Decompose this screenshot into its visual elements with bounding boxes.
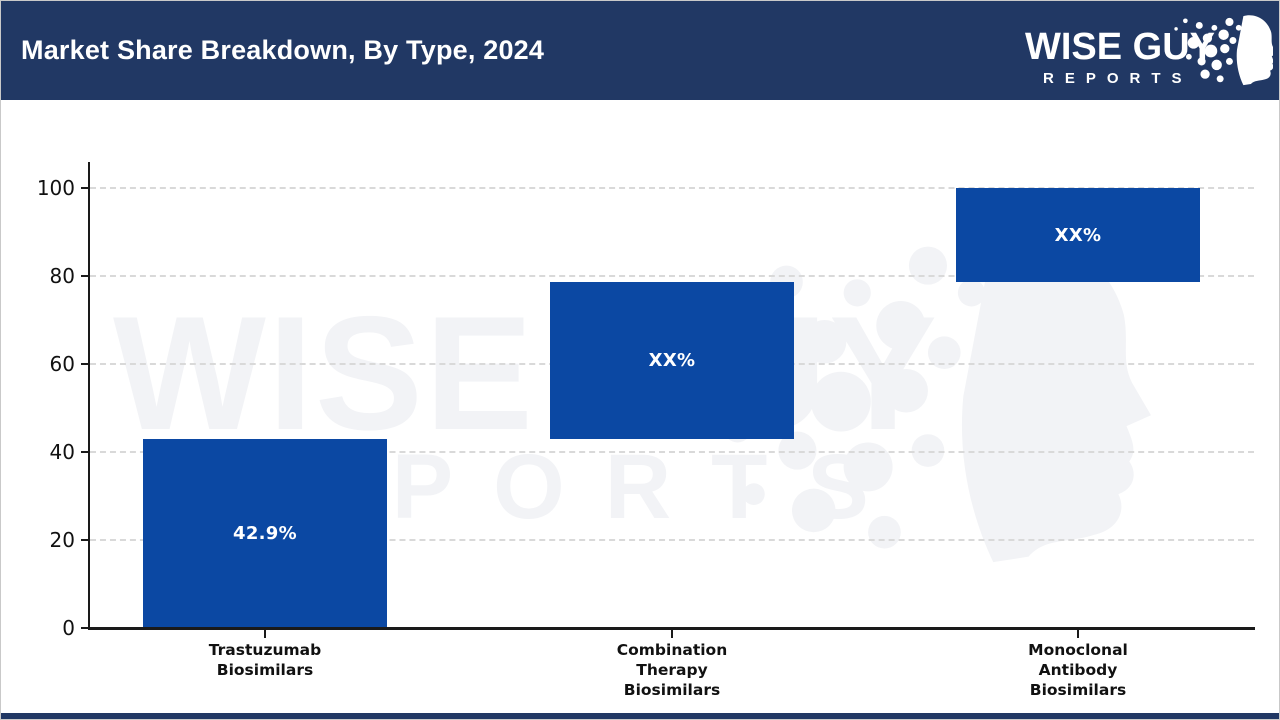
y-axis-line bbox=[88, 162, 90, 629]
x-tick-1 bbox=[264, 630, 266, 638]
gridline-80 bbox=[90, 275, 1254, 277]
footer-accent-bar bbox=[1, 713, 1279, 719]
bar-segment-3: XX% bbox=[956, 188, 1200, 283]
y-tick-label-60: 60 bbox=[49, 352, 75, 376]
bar-segment-2: XX% bbox=[550, 282, 794, 440]
bar-segment-1: 42.9% bbox=[143, 439, 387, 628]
y-tick-80 bbox=[81, 275, 88, 277]
watermark-wordmark: WISE GUY bbox=[113, 283, 939, 464]
y-tick-label-80: 80 bbox=[49, 264, 75, 288]
header-bar: Market Share Breakdown, By Type, 2024 WI… bbox=[1, 1, 1279, 100]
gridline-100 bbox=[90, 187, 1254, 189]
logo-face-icon bbox=[1174, 15, 1273, 86]
y-tick-20 bbox=[81, 539, 88, 541]
x-tick-2 bbox=[671, 630, 673, 638]
y-tick-label-0: 0 bbox=[62, 616, 75, 640]
y-tick-40 bbox=[81, 451, 88, 453]
bar-value-label-1: 42.9% bbox=[233, 523, 297, 545]
chart-title: Market Share Breakdown, By Type, 2024 bbox=[21, 35, 545, 65]
x-tick-3 bbox=[1077, 630, 1079, 638]
bar-value-label-2: XX% bbox=[648, 350, 696, 372]
x-axis-line bbox=[88, 627, 1255, 630]
wiseguy-logo: WISE GUY REPORTS bbox=[1025, 15, 1273, 87]
y-tick-0 bbox=[81, 627, 88, 629]
gridline-20 bbox=[90, 539, 1254, 541]
y-tick-label-100: 100 bbox=[36, 176, 75, 200]
category-label-2: Combination Therapy Biosimilars bbox=[616, 641, 728, 699]
logo-wordmark: WISE GUY bbox=[1025, 26, 1215, 68]
y-tick-100 bbox=[81, 187, 88, 189]
y-tick-label-20: 20 bbox=[49, 528, 75, 552]
y-tick-label-40: 40 bbox=[49, 440, 75, 464]
category-label-3: Monoclonal Antibody Biosimilars bbox=[1028, 641, 1128, 699]
logo-reports: REPORTS bbox=[1043, 70, 1193, 87]
gridline-40 bbox=[90, 451, 1254, 453]
category-label-1: Trastuzumab Biosimilars bbox=[208, 641, 322, 679]
y-tick-60 bbox=[81, 363, 88, 365]
bar-value-label-3: XX% bbox=[1054, 224, 1102, 246]
